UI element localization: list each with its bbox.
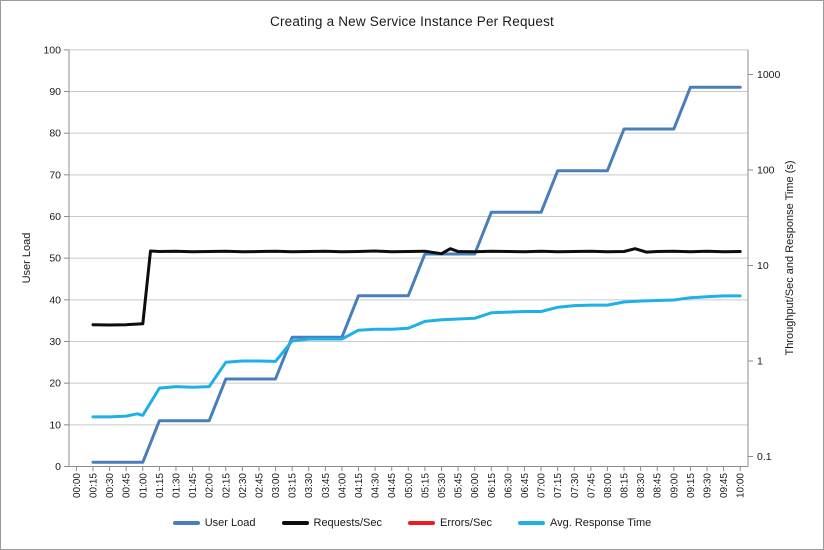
x-axis-tick-label: 03:15 <box>288 473 299 498</box>
x-axis-tick-label: 02:15 <box>221 473 232 498</box>
x-axis-tick-label: 02:00 <box>205 473 216 498</box>
left-axis-tick-label: 70 <box>49 169 61 181</box>
left-axis-tick-label: 80 <box>49 128 61 140</box>
x-axis-tick-label: 07:45 <box>586 473 597 498</box>
legend-label: Requests/Sec <box>313 517 382 529</box>
x-axis-tick-label: 01:00 <box>138 473 149 498</box>
legend-swatch <box>172 521 200 525</box>
x-axis-tick-label: 05:15 <box>420 473 431 498</box>
x-axis-tick-label: 00:30 <box>105 473 116 498</box>
right-axis-tick-label: 1000 <box>757 69 781 81</box>
x-axis-tick-label: 09:15 <box>686 473 697 498</box>
x-axis-tick-label: 06:30 <box>503 473 514 498</box>
x-axis-tick-label: 09:00 <box>669 473 680 498</box>
x-axis-tick-label: 07:15 <box>553 473 564 498</box>
right-axis-title: Throughput/Sec and Response Time (s) <box>784 160 796 355</box>
x-axis-tick-label: 03:30 <box>304 473 315 498</box>
series-requests-sec <box>91 247 742 327</box>
x-axis-tick-label: 04:15 <box>354 473 365 498</box>
left-axis-tick-label: 10 <box>49 419 61 431</box>
x-axis-tick-label: 10:00 <box>736 473 747 498</box>
left-axis-tick-label: 0 <box>55 461 61 473</box>
x-axis-tick-label: 01:30 <box>171 473 182 498</box>
legend-item-avg-response-time: Avg. Response Time <box>517 517 652 529</box>
x-axis-tick-label: 04:00 <box>337 473 348 498</box>
legend-label: User Load <box>204 517 256 529</box>
left-axis-tick-label: 20 <box>49 378 61 390</box>
legend-item-errors-sec: Errors/Sec <box>407 517 492 529</box>
x-axis-tick-label: 08:45 <box>653 473 664 498</box>
legend-label: Errors/Sec <box>439 517 492 529</box>
x-axis-tick-label: 03:45 <box>321 473 332 498</box>
right-axis-tick-label: 10 <box>757 260 769 272</box>
x-axis-tick-label: 02:45 <box>254 473 265 498</box>
left-axis-tick-label: 90 <box>49 86 61 98</box>
x-axis-tick-label: 07:30 <box>570 473 581 498</box>
left-axis-tick-label: 30 <box>49 336 61 348</box>
legend-item-requests-sec: Requests/Sec <box>281 517 382 529</box>
x-axis-tick-label: 01:45 <box>188 473 199 498</box>
right-axis-tick-label: 100 <box>757 165 775 177</box>
left-axis-tick-label: 40 <box>49 294 61 306</box>
series-user-load <box>91 85 742 464</box>
x-axis-tick-label: 00:00 <box>72 473 83 498</box>
series-avg-response-time <box>91 294 742 419</box>
left-axis-title: User Load <box>21 233 33 284</box>
x-axis-tick-label: 06:00 <box>470 473 481 498</box>
legend-swatch <box>281 521 309 525</box>
legend-label: Avg. Response Time <box>549 517 652 529</box>
x-axis-tick-label: 08:00 <box>603 473 614 498</box>
chart-title: Creating a New Service Instance Per Requ… <box>270 14 554 29</box>
x-axis-tick-label: 05:45 <box>454 473 465 498</box>
x-axis-tick-label: 04:30 <box>371 473 382 498</box>
right-axis-tick-label: 1 <box>757 356 763 368</box>
x-axis-tick-label: 04:45 <box>387 473 398 498</box>
x-axis-tick-label: 09:45 <box>719 473 730 498</box>
x-axis-tick-label: 08:30 <box>636 473 647 498</box>
x-axis-tick-label: 07:00 <box>537 473 548 498</box>
x-axis-tick-label: 02:30 <box>238 473 249 498</box>
x-axis-tick-label: 05:30 <box>437 473 448 498</box>
left-axis-tick-label: 60 <box>49 211 61 223</box>
left-axis-tick-label: 100 <box>43 44 61 56</box>
x-axis-tick-label: 00:15 <box>88 473 99 498</box>
x-axis-tick-label: 09:30 <box>703 473 714 498</box>
x-axis-tick-label: 00:45 <box>122 473 133 498</box>
x-axis-tick-label: 05:00 <box>404 473 415 498</box>
x-axis-tick-label: 06:15 <box>487 473 498 498</box>
legend-swatch <box>407 521 435 525</box>
x-axis-tick-label: 08:15 <box>620 473 631 498</box>
x-axis-tick-label: 03:00 <box>271 473 282 498</box>
right-axis-tick-label: 0.1 <box>757 451 772 463</box>
left-axis-tick-label: 50 <box>49 253 61 265</box>
x-axis-tick-label: 06:45 <box>520 473 531 498</box>
legend-swatch <box>517 521 545 525</box>
chart-legend: User Load Requests/Sec Errors/Sec Avg. Resp… <box>1 517 823 529</box>
legend-item-user-load: User Load <box>172 517 256 529</box>
x-axis-tick-label: 01:15 <box>155 473 166 498</box>
